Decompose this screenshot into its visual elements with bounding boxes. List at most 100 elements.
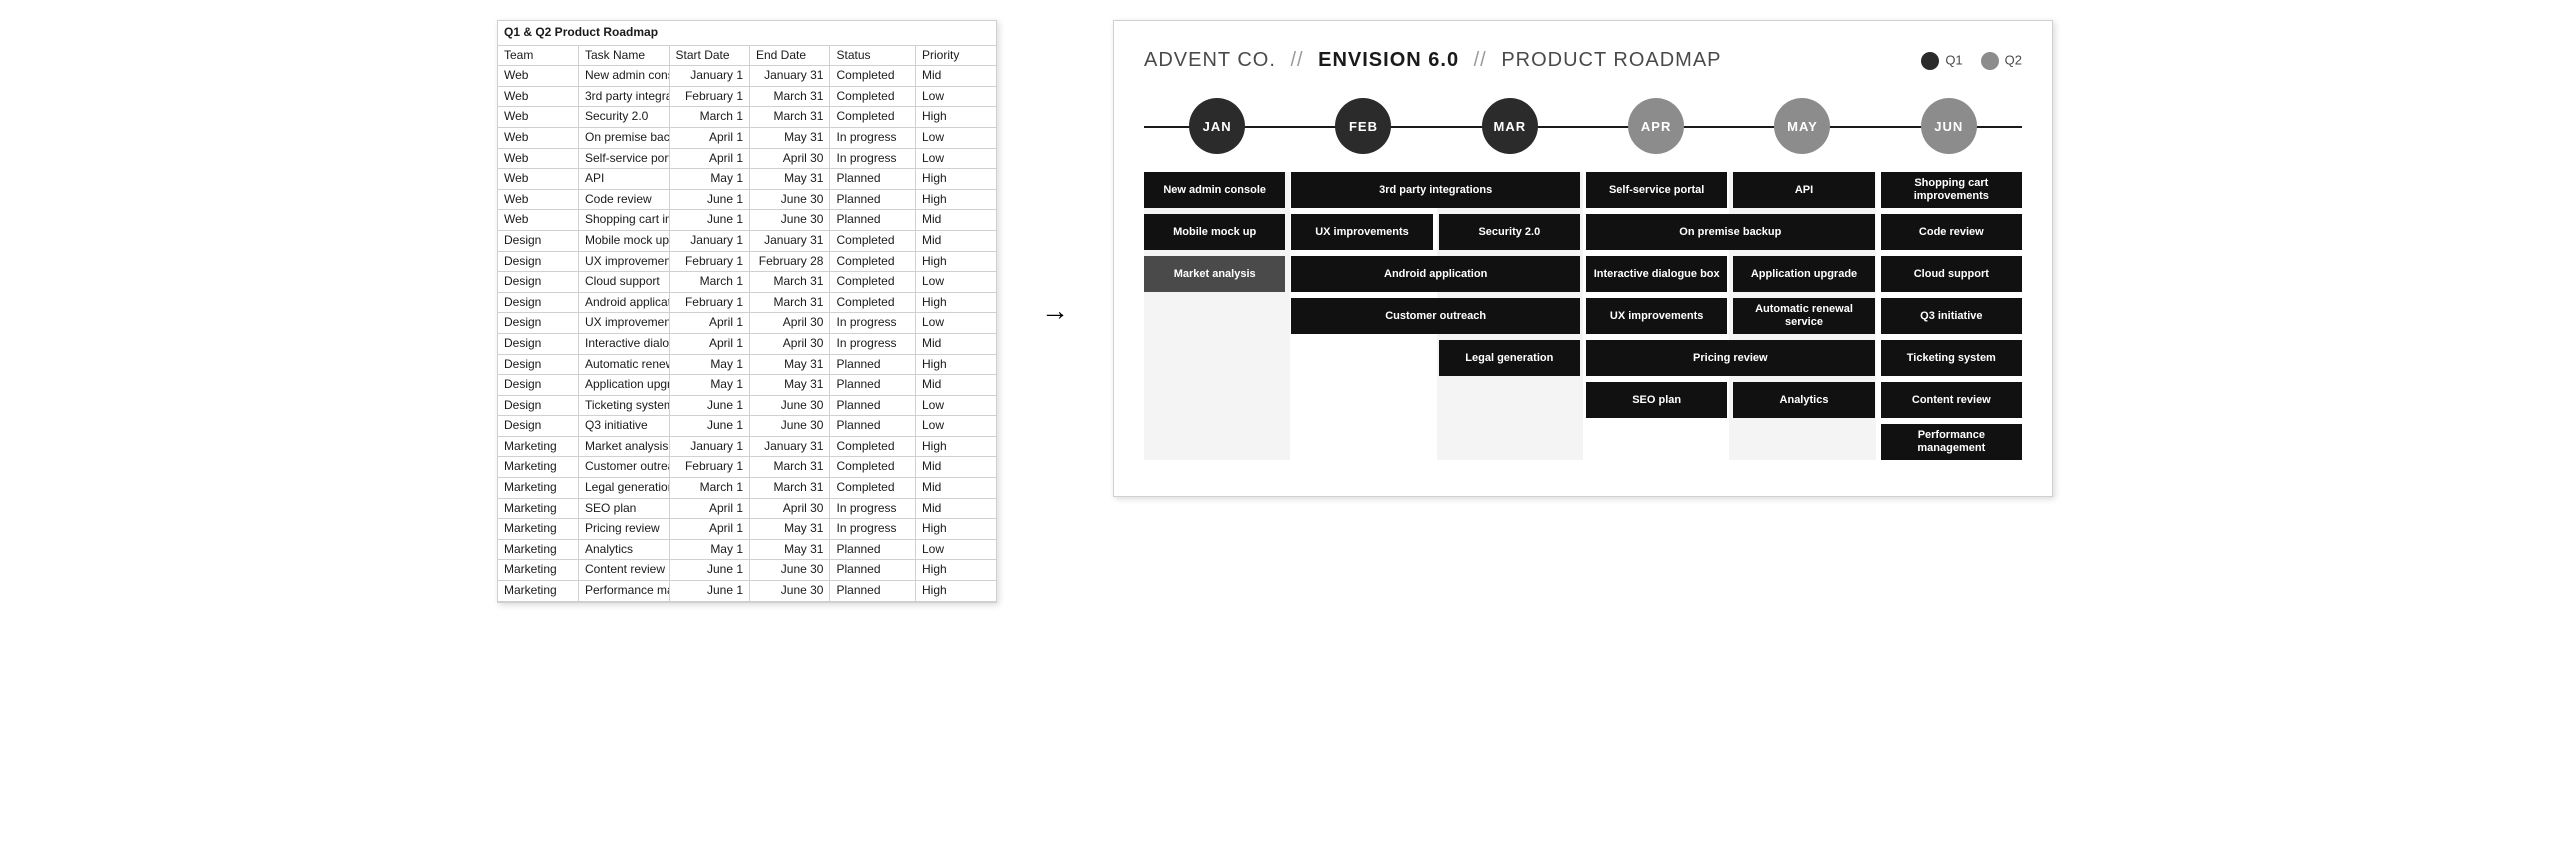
table-cell: June 1 [669,560,749,581]
timeline-months: JANFEBMARAPRMAYJUN [1144,98,2022,154]
table-row: WebNew admin consoleJanuary 1January 31C… [498,66,996,87]
table-cell: April 30 [750,498,830,519]
table-row: MarketingAnalyticsMay 1May 31PlannedLow [498,539,996,560]
table-cell: Performance management [578,581,669,602]
roadmap-subtitle: PRODUCT ROADMAP [1501,49,1721,71]
table-cell: January 31 [750,66,830,87]
table-cell: Low [915,539,996,560]
table-cell: In progress [830,519,916,540]
table-cell: Completed [830,86,916,107]
table-cell: API [578,169,669,190]
table-row: DesignCloud supportMarch 1March 31Comple… [498,272,996,293]
roadmap-task: Cloud support [1881,256,2022,292]
table-cell: Application upgrade [578,375,669,396]
table-row: WebOn premise backupApril 1May 31In prog… [498,127,996,148]
table-cell: Mid [915,230,996,251]
table-row: DesignUX improvementsFebruary 1February … [498,251,996,272]
column-header: Status [830,46,916,66]
roadmap-task: Q3 initiative [1881,298,2022,334]
table-row: MarketingMarket analysisJanuary 1January… [498,436,996,457]
table-row: DesignAndroid applicationFebruary 1March… [498,292,996,313]
month-label: MAR [1482,98,1538,154]
legend-item: Q2 [1981,52,2022,70]
table-cell: March 31 [750,107,830,128]
roadmap-lane: New admin console3rd party integrationsS… [1144,172,2022,208]
table-cell: February 1 [669,457,749,478]
table-cell: Self-service portal [578,148,669,169]
month-label: MAY [1774,98,1830,154]
roadmap-task: SEO plan [1586,382,1727,418]
table-row: DesignUX improvementsApril 1April 30In p… [498,313,996,334]
product-name: ENVISION 6.0 [1318,49,1459,71]
table-cell: Planned [830,354,916,375]
table-cell: High [915,107,996,128]
table-cell: June 1 [669,581,749,602]
table-cell: High [915,560,996,581]
month-label: FEB [1335,98,1391,154]
roadmap-task: UX improvements [1586,298,1727,334]
roadmap-task: Mobile mock up [1144,214,1285,250]
table-cell: Marketing [498,560,578,581]
roadmap-task: Content review [1881,382,2022,418]
table-cell: Design [498,354,578,375]
table-row: DesignAutomatic renewal serviceMay 1May … [498,354,996,375]
roadmap-task: Ticketing system [1881,340,2022,376]
table-cell: Mobile mock up [578,230,669,251]
roadmap-task: 3rd party integrations [1291,172,1580,208]
legend-label: Q2 [2005,52,2022,67]
table-cell: April 1 [669,127,749,148]
table-cell: April 1 [669,519,749,540]
table-cell: May 1 [669,375,749,396]
table-row: WebSelf-service portalApril 1April 30In … [498,148,996,169]
roadmap-lane: Legal generationPricing reviewTicketing … [1144,340,2022,376]
table-row: DesignTicketing systemJune 1June 30Plann… [498,395,996,416]
month-marker: MAY [1729,98,1875,154]
table-cell: January 31 [750,230,830,251]
roadmap-header: ADVENT CO. // ENVISION 6.0 // PRODUCT RO… [1144,49,2022,72]
table-cell: June 30 [750,581,830,602]
table-cell: April 1 [669,313,749,334]
table-cell: Ticketing system [578,395,669,416]
table-cell: Mid [915,375,996,396]
month-marker: FEB [1290,98,1436,154]
table-row: MarketingContent reviewJune 1June 30Plan… [498,560,996,581]
table-cell: Completed [830,272,916,293]
legend-dot-icon [1921,52,1939,70]
separator: // [1290,49,1303,71]
roadmap-grid: New admin console3rd party integrationsS… [1144,172,2022,460]
company-name: ADVENT CO. [1144,49,1276,71]
table-cell: Mid [915,333,996,354]
table-cell: Planned [830,395,916,416]
table-cell: Mid [915,498,996,519]
spreadsheet-table: TeamTask NameStart DateEnd DateStatusPri… [498,46,996,602]
table-cell: Interactive dialogue box [578,333,669,354]
table-cell: Marketing [498,519,578,540]
table-cell: Android application [578,292,669,313]
table-cell: March 31 [750,457,830,478]
table-row: MarketingPerformance managementJune 1Jun… [498,581,996,602]
roadmap-panel: ADVENT CO. // ENVISION 6.0 // PRODUCT RO… [1113,20,2053,497]
table-cell: Shopping cart improvements [578,210,669,231]
table-cell: January 1 [669,230,749,251]
table-cell: Security 2.0 [578,107,669,128]
table-cell: Completed [830,251,916,272]
table-cell: Code review [578,189,669,210]
table-cell: March 1 [669,107,749,128]
table-cell: January 31 [750,436,830,457]
table-cell: On premise backup [578,127,669,148]
table-cell: Completed [830,66,916,87]
table-cell: High [915,354,996,375]
table-cell: Marketing [498,498,578,519]
table-cell: Completed [830,292,916,313]
table-cell: February 28 [750,251,830,272]
spreadsheet-title: Q1 & Q2 Product Roadmap [498,21,996,46]
table-row: MarketingSEO planApril 1April 30In progr… [498,498,996,519]
roadmap-task: Interactive dialogue box [1586,256,1727,292]
table-cell: Planned [830,560,916,581]
table-cell: April 30 [750,313,830,334]
table-row: WebAPIMay 1May 31PlannedHigh [498,169,996,190]
table-cell: Legal generation [578,478,669,499]
table-cell: May 31 [750,354,830,375]
table-cell: January 1 [669,436,749,457]
table-cell: May 1 [669,354,749,375]
